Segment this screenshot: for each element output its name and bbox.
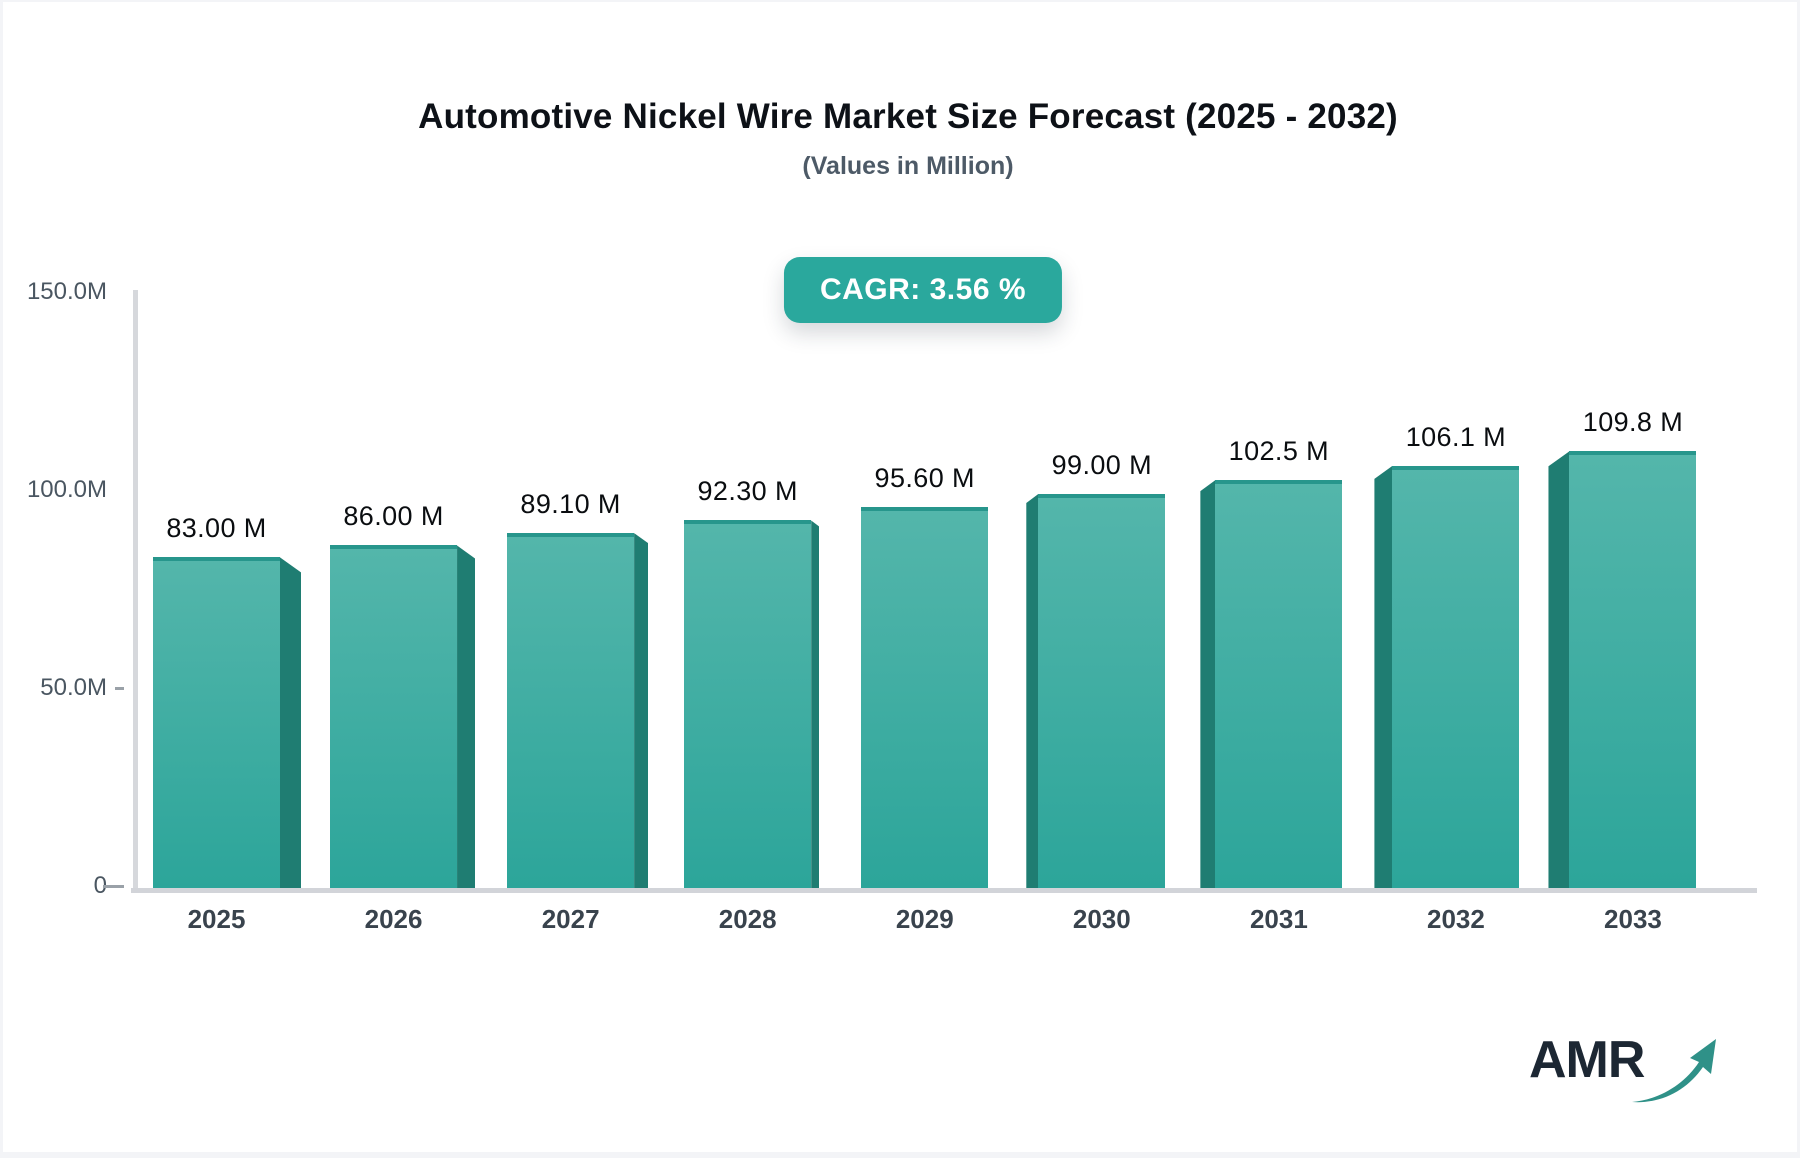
x-category-label: 2030 — [1072, 904, 1131, 934]
bar-side-face — [1200, 480, 1216, 889]
bar-value-label: 92.30 M — [697, 476, 798, 507]
chart-title: Automotive Nickel Wire Market Size Forec… — [418, 97, 1398, 136]
x-category-label: 2028 — [718, 904, 777, 934]
x-axis-line — [131, 888, 1757, 893]
bar-top-edge — [1215, 480, 1343, 485]
y-axis-line — [133, 290, 138, 891]
bar-top-edge — [861, 507, 989, 512]
bar-top-edge — [684, 520, 812, 525]
y-tick-dash — [103, 885, 124, 888]
bar-top-edge — [507, 533, 635, 538]
bar-value-label: 86.00 M — [343, 501, 444, 532]
amr-logo: AMR — [1529, 1030, 1717, 1115]
plot-area: 0 50.0M 100.0M 150.0M 83.00 M 2025 86.00 M 2026… — [3, 2, 1800, 1158]
bar-front-face — [684, 520, 812, 889]
bar-side-face — [1548, 451, 1570, 889]
amr-logo-text: AMR — [1529, 1031, 1645, 1089]
y-tick-label: 0 — [93, 872, 107, 899]
x-category-label: 2026 — [364, 904, 423, 934]
bar-value-label: 99.00 M — [1051, 449, 1152, 480]
chart-canvas: Automotive Nickel Wire Market Size Forec… — [3, 2, 1797, 1152]
bar-side-face — [1026, 493, 1039, 889]
bar-front-face — [507, 533, 635, 889]
bar-value-label: 102.5 M — [1228, 436, 1330, 467]
bar-value-label: 95.60 M — [874, 463, 975, 494]
bar-front-face — [153, 557, 280, 889]
bar-value-label: 109.8 M — [1582, 407, 1684, 438]
x-category-label: 2033 — [1604, 904, 1662, 934]
bar-side-face — [280, 557, 301, 889]
bar-top-edge — [153, 557, 280, 562]
growth-arrow-icon — [1630, 1032, 1717, 1115]
cagr-badge: CAGR: 3.56 % — [783, 257, 1063, 323]
bar-side-face — [1374, 465, 1393, 889]
bar-front-face — [861, 507, 989, 889]
y-tick-dash — [115, 687, 124, 690]
bar-front-face — [1569, 451, 1697, 889]
bar-top-edge — [1569, 451, 1697, 456]
x-category-label: 2027 — [541, 904, 600, 934]
bar-front-face — [330, 545, 458, 889]
bar-value-label: 89.10 M — [520, 489, 621, 520]
x-category-label: 2029 — [895, 904, 954, 934]
bar-value-label: 106.1 M — [1405, 421, 1507, 452]
y-tick-label: 50.0M — [40, 674, 107, 701]
x-category-label: 2025 — [187, 904, 246, 934]
bar-top-edge — [1038, 493, 1166, 498]
bar-front-face — [1038, 493, 1166, 889]
chart-subtitle: (Values in Million) — [802, 152, 1014, 180]
bar-top-edge — [1392, 465, 1520, 470]
y-tick-label: 150.0M — [26, 278, 107, 305]
bar-front-face — [1392, 465, 1520, 889]
bar-side-face — [634, 533, 649, 889]
x-category-label: 2032 — [1426, 904, 1485, 934]
bar-front-face — [1215, 480, 1343, 889]
bar-value-label: 83.00 M — [166, 513, 267, 544]
bar-top-edge — [330, 545, 458, 550]
bar-side-face — [457, 545, 476, 889]
y-tick-label: 100.0M — [26, 476, 107, 503]
x-category-label: 2031 — [1249, 904, 1308, 934]
bar-side-face — [811, 520, 820, 889]
